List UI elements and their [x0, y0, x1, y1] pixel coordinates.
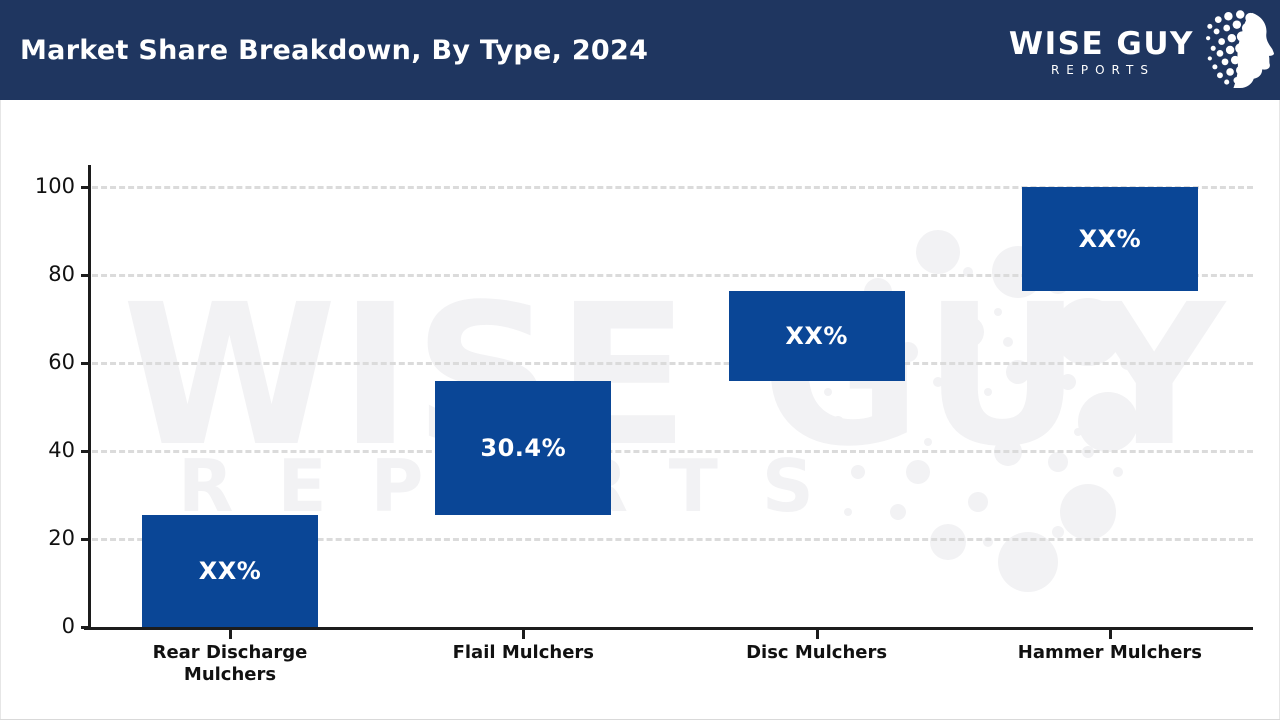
gridline [92, 538, 1253, 541]
bar-value-label: XX% [198, 556, 262, 585]
y-axis-tick-label: 20 [48, 526, 75, 550]
x-axis-category-label: Rear Discharge Mulchers [152, 642, 308, 685]
bar-segment: 30.4% [435, 381, 612, 515]
brand-logo: WISE GUY REPORTS [1009, 4, 1274, 96]
logo-face-icon [1206, 10, 1274, 88]
y-axis-tick-label: 80 [48, 262, 75, 286]
bar-value-label: XX% [785, 322, 848, 351]
x-axis-tick [1108, 630, 1112, 639]
y-axis-tick [81, 362, 90, 365]
x-axis-category-label: Flail Mulchers [452, 642, 594, 663]
bar-value-label: XX% [1078, 225, 1142, 254]
y-axis-tick-label: 40 [48, 438, 75, 462]
y-axis-tick-label: 100 [34, 174, 75, 198]
brand-logo-text: WISE GUY REPORTS [1008, 26, 1194, 78]
bar-value-label: 30.4% [480, 433, 567, 462]
bar-segment: XX% [142, 514, 318, 627]
y-axis-tick [81, 538, 90, 541]
x-axis-tick [522, 630, 526, 639]
x-axis-tick [229, 630, 232, 639]
y-axis-tick-label: 0 [61, 614, 75, 638]
y-axis-line [88, 165, 91, 630]
gridline [92, 450, 1253, 453]
y-axis-tick-label: 60 [48, 350, 75, 374]
y-axis-tick [81, 274, 90, 277]
x-axis-category-label: Hammer Mulchers [1017, 642, 1203, 663]
header-bar: Market Share Breakdown, By Type, 2024 WI… [0, 0, 1280, 100]
bar-segment: XX% [1021, 187, 1198, 292]
bar-segment: XX% [728, 291, 905, 382]
x-axis-line [84, 627, 1253, 630]
x-axis-category-label: Disc Mulchers [746, 642, 888, 663]
gridline [92, 186, 1253, 189]
x-axis-tick [815, 630, 819, 639]
y-axis-tick [81, 450, 90, 453]
logo-wiseguy-text: WISE GUY [1008, 26, 1194, 62]
watermark-wiseguy: WISE GUY [122, 262, 1227, 489]
chart-title: Market Share Breakdown, By Type, 2024 [20, 34, 649, 66]
gridline [92, 274, 1253, 277]
y-axis-tick [81, 186, 90, 189]
logo-reports-text: REPORTS [1050, 63, 1155, 77]
gridline [92, 362, 1253, 365]
